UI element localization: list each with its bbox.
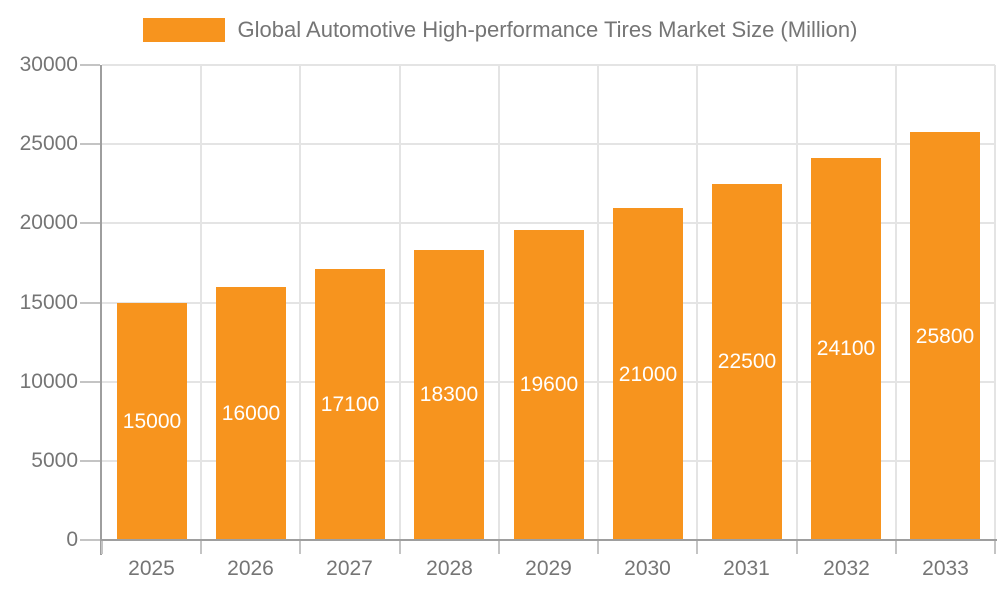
v-gridline — [597, 65, 599, 540]
x-tick-mark — [796, 541, 798, 554]
h-gridline — [102, 64, 995, 66]
bar[interactable]: 25800 — [910, 132, 980, 541]
legend-item[interactable]: Global Automotive High-performance Tires… — [142, 17, 858, 43]
v-gridline — [498, 65, 500, 540]
y-axis-label: 20000 — [19, 211, 78, 234]
legend-label: Global Automotive High-performance Tires… — [237, 17, 858, 42]
x-axis-line — [100, 539, 997, 541]
y-tick-mark — [80, 302, 100, 304]
legend-swatch — [142, 18, 225, 42]
y-axis-label: 0 — [66, 528, 78, 551]
x-tick-mark — [696, 541, 698, 554]
v-gridline — [796, 65, 798, 540]
y-tick-mark — [80, 222, 100, 224]
bar-value-label: 24100 — [816, 337, 876, 360]
v-gridline — [994, 65, 996, 540]
x-axis-label: 2032 — [823, 557, 870, 580]
y-tick-mark — [80, 460, 100, 462]
y-axis-label: 10000 — [19, 370, 78, 393]
x-tick-mark — [597, 541, 599, 554]
bar[interactable]: 22500 — [712, 184, 782, 540]
y-tick-mark — [80, 539, 100, 541]
bar-value-label: 16000 — [221, 401, 281, 425]
x-tick-mark — [299, 541, 301, 554]
x-tick-mark — [895, 541, 897, 554]
y-axis-label: 25000 — [19, 132, 78, 155]
y-tick-mark — [80, 143, 100, 145]
v-gridline — [399, 65, 401, 540]
y-axis-label: 5000 — [31, 449, 78, 472]
y-tick-mark — [80, 381, 100, 383]
legend: Global Automotive High-performance Tires… — [0, 0, 1000, 60]
bar-value-label: 19600 — [519, 373, 579, 396]
y-axis-label: 15000 — [19, 291, 78, 314]
x-tick-mark — [200, 541, 202, 554]
bar-value-label: 21000 — [618, 362, 678, 386]
bar[interactable]: 16000 — [216, 287, 286, 540]
v-gridline — [696, 65, 698, 540]
bar[interactable]: 19600 — [514, 230, 584, 540]
v-gridline — [299, 65, 301, 540]
x-axis-label: 2028 — [426, 557, 473, 580]
x-axis-label: 2033 — [922, 557, 969, 580]
x-axis-label: 2029 — [525, 557, 572, 580]
x-tick-mark — [994, 541, 996, 554]
y-tick-mark — [80, 64, 100, 66]
x-tick-mark — [399, 541, 401, 554]
bar-value-label: 18300 — [419, 383, 479, 406]
bar[interactable]: 24100 — [811, 158, 881, 540]
x-tick-mark — [101, 541, 103, 554]
bar-value-label: 22500 — [717, 350, 777, 373]
bar[interactable]: 15000 — [117, 303, 187, 541]
bar-value-label: 15000 — [122, 410, 182, 433]
x-axis-label: 2031 — [723, 557, 770, 580]
x-axis-label: 2025 — [128, 557, 175, 580]
x-axis-label: 2026 — [227, 557, 274, 580]
bar-value-label: 17100 — [320, 392, 380, 416]
v-gridline — [895, 65, 897, 540]
x-axis-label: 2030 — [624, 557, 671, 580]
h-gridline — [102, 143, 995, 145]
v-gridline — [200, 65, 202, 540]
bar-value-label: 25800 — [915, 324, 975, 348]
y-axis-line — [100, 65, 102, 555]
x-axis-label: 2027 — [326, 557, 373, 580]
bar[interactable]: 18300 — [414, 250, 484, 540]
x-tick-mark — [498, 541, 500, 554]
y-axis-label: 30000 — [19, 53, 78, 76]
bar[interactable]: 21000 — [613, 208, 683, 541]
bar[interactable]: 17100 — [315, 269, 385, 540]
